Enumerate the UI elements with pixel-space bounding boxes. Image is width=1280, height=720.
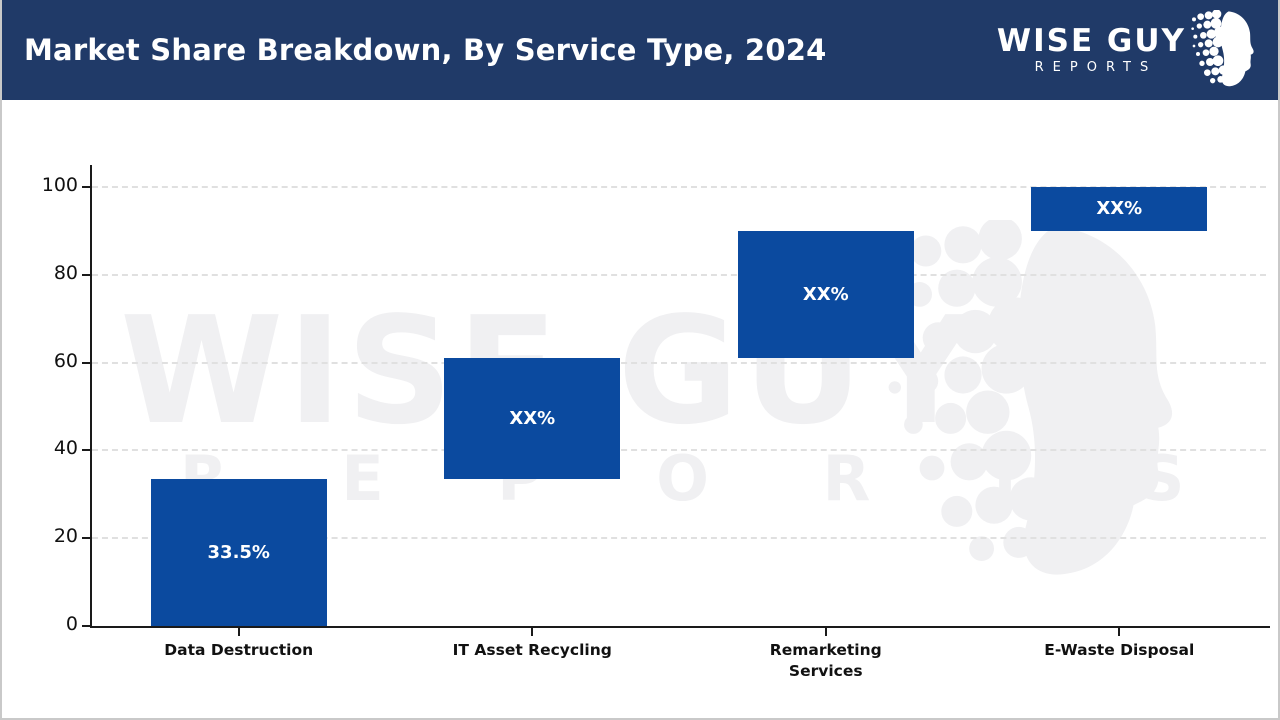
x-tick-remarketing-services [824,628,827,636]
y-tick-100 [82,186,90,188]
bar-value-label: XX% [802,284,849,306]
gridline-60 [92,361,1266,364]
y-tick-80 [82,273,90,276]
brand-logo: WISE GUY REPORTS [997,10,1256,90]
category-label-it-asset-recycling: IT Asset Recycling [452,641,612,659]
x-tick-data-destruction [237,628,240,636]
bar-it-asset-recycling: XX% [444,358,621,479]
bar-value-label: XX% [1096,198,1143,220]
header-bar: Market Share Breakdown, By Service Type,… [2,0,1278,100]
y-tick-label-0: 0 [65,613,78,635]
gridline-20 [92,537,1266,540]
brand-logo-text: WISE GUY REPORTS [996,23,1186,75]
x-tick-e-waste-disposal [1118,628,1121,636]
gridline-100 [92,186,1266,188]
gridline-80 [92,273,1266,276]
y-tick-20 [82,537,90,540]
y-tick-60 [82,361,90,364]
logo-wordmark: WISE GUY [996,23,1186,59]
bar-value-label: 33.5% [207,541,270,563]
bar-value-label: XX% [509,408,556,430]
y-tick-label-40: 40 [53,437,78,460]
category-label-e-waste-disposal: E-Waste Disposal [1044,641,1195,659]
waterfall-chart: WISE GUY R E P O R T S 0 20 40 60 80 100 33.5%… [2,100,1278,718]
category-label-remarketing-services: Remarketing Services [769,641,882,680]
bar-remarketing-services: XX% [737,230,914,359]
y-tick-label-100: 100 [41,174,78,196]
x-tick-it-asset-recycling [531,628,534,636]
y-axis-line [90,165,92,628]
y-tick-40 [82,449,90,452]
y-tick-label-60: 60 [53,349,78,372]
logo-subtext: REPORTS [1034,60,1158,75]
bar-e-waste-disposal: XX% [1031,187,1208,231]
y-tick-label-80: 80 [53,261,78,284]
watermark-head-icon [882,220,1173,575]
page-title: Market Share Breakdown, By Service Type,… [24,33,827,67]
y-tick-label-20: 20 [53,525,78,548]
bar-data-destruction: 33.5% [150,478,327,626]
x-axis-line [90,626,1270,628]
gridline-40 [92,449,1266,452]
category-label-data-destruction: Data Destruction [164,641,314,659]
logo-head-icon [1191,10,1254,87]
y-tick-0 [82,625,90,627]
